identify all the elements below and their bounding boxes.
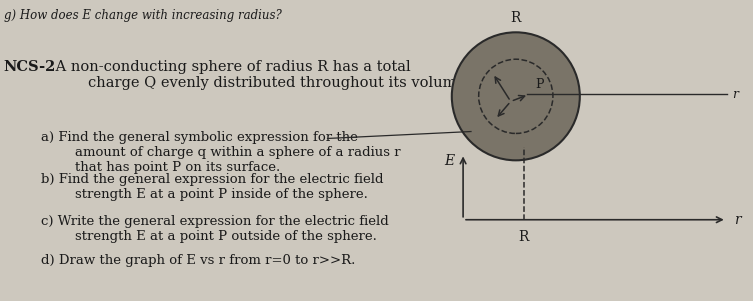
Text: b) Find the general expression for the electric field
        strength E at a po: b) Find the general expression for the e… <box>41 173 384 201</box>
Text: P: P <box>535 79 544 92</box>
Text: d) Draw the graph of E vs r from r=0 to r>>R.: d) Draw the graph of E vs r from r=0 to … <box>41 254 355 267</box>
Text: a) Find the general symbolic expression for the
        amount of charge q withi: a) Find the general symbolic expression … <box>41 131 401 174</box>
Ellipse shape <box>452 32 580 160</box>
Text: A non-conducting sphere of radius R has a total
        charge Q evenly distribu: A non-conducting sphere of radius R has … <box>51 60 470 90</box>
Text: g) How does E change with increasing radius?: g) How does E change with increasing rad… <box>4 9 282 22</box>
Text: R: R <box>511 11 521 25</box>
Text: NCS-2: NCS-2 <box>4 60 56 74</box>
Text: r: r <box>734 213 741 227</box>
Text: E: E <box>444 154 454 168</box>
Text: r: r <box>732 88 738 101</box>
Text: R: R <box>519 230 529 244</box>
Text: c) Write the general expression for the electric field
        strength E at a p: c) Write the general expression for the … <box>41 215 389 243</box>
